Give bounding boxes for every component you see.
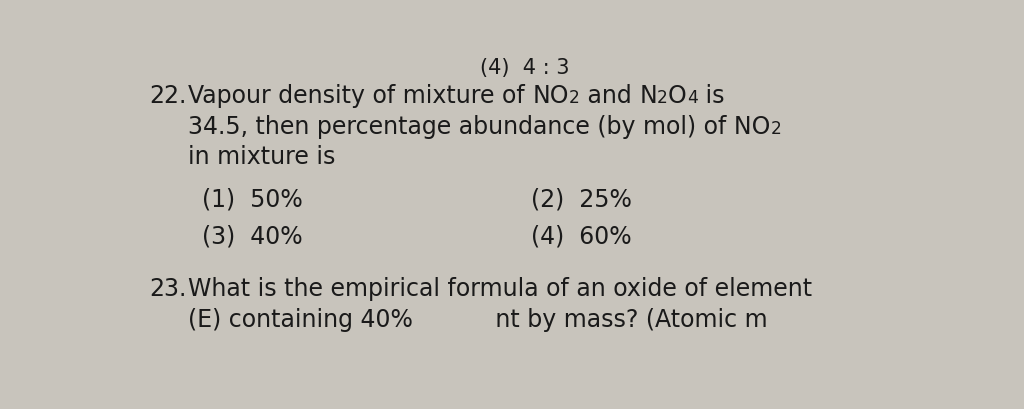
Text: is: is <box>697 84 724 108</box>
Text: 2: 2 <box>657 89 668 107</box>
Text: (E) containing 40%           nt by mass? (Atomic m: (E) containing 40% nt by mass? (Atomic m <box>188 307 768 331</box>
Text: O: O <box>668 84 687 108</box>
Text: 23.: 23. <box>150 276 187 300</box>
Text: NO: NO <box>532 84 569 108</box>
Text: (2)  25%: (2) 25% <box>531 187 632 211</box>
Text: (4)  4 : 3: (4) 4 : 3 <box>480 58 569 78</box>
Text: (3)  40%: (3) 40% <box>202 224 302 248</box>
Text: and: and <box>580 84 639 108</box>
Text: Vapour density of mixture of: Vapour density of mixture of <box>188 84 532 108</box>
Text: 2: 2 <box>569 89 580 107</box>
Text: 2: 2 <box>771 120 781 138</box>
Text: (1)  50%: (1) 50% <box>202 187 302 211</box>
Text: (4)  60%: (4) 60% <box>531 224 632 248</box>
Text: 34.5, then percentage abundance (by mol) of NO: 34.5, then percentage abundance (by mol)… <box>188 115 771 138</box>
Text: What is the empirical formula of an oxide of element: What is the empirical formula of an oxid… <box>188 276 813 300</box>
Text: in mixture is: in mixture is <box>188 145 336 169</box>
Text: N: N <box>639 84 657 108</box>
Text: 4: 4 <box>687 89 697 107</box>
Text: 22.: 22. <box>150 84 187 108</box>
